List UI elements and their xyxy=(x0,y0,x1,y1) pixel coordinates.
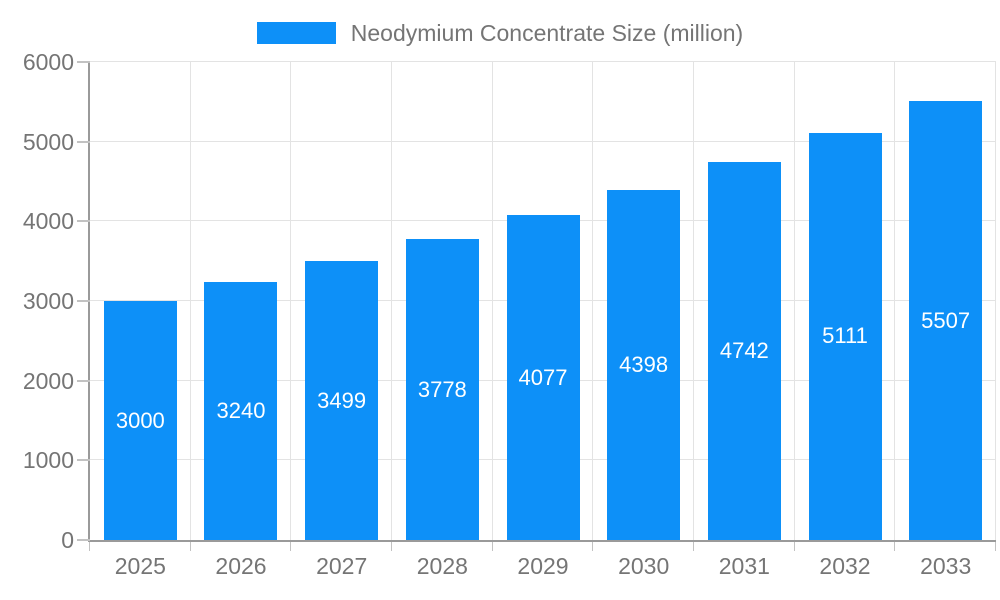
legend-swatch-icon xyxy=(256,22,336,44)
x-axis-tick-label: 2030 xyxy=(618,553,670,579)
x-axis-tick xyxy=(894,542,896,551)
bar-value-label: 4742 xyxy=(719,338,769,364)
bar-value-label: 3000 xyxy=(115,407,165,433)
x-axis-tick-label: 2032 xyxy=(819,553,871,579)
y-axis-tick-label: 2000 xyxy=(22,367,74,394)
y-axis-tick-label: 6000 xyxy=(22,49,74,75)
x-axis-tick-label: 2026 xyxy=(215,553,267,579)
bar[interactable]: 5507 xyxy=(909,101,983,540)
gridline-vertical xyxy=(390,62,392,540)
x-axis-tick-label: 2031 xyxy=(718,553,770,579)
bar-value-label: 3240 xyxy=(216,397,266,423)
x-axis-tick xyxy=(592,542,594,551)
y-axis-tick xyxy=(77,379,90,382)
bar-value-label: 5507 xyxy=(921,307,971,333)
legend[interactable]: Neodymium Concentrate Size (million) xyxy=(0,19,1000,47)
bar-value-label: 3778 xyxy=(417,376,467,402)
gridline-vertical xyxy=(491,62,493,540)
gridline-vertical xyxy=(793,62,795,540)
y-axis-tick xyxy=(77,61,90,63)
y-axis-tick-label: 1000 xyxy=(22,447,74,474)
bar-value-label: 5111 xyxy=(822,323,868,349)
x-axis-tick-label: 2025 xyxy=(114,553,166,579)
legend-label: Neodymium Concentrate Size (million) xyxy=(350,19,744,46)
y-axis-tick-label: 4000 xyxy=(22,208,74,235)
y-axis-tick-label: 0 xyxy=(61,527,74,553)
x-axis-tick xyxy=(995,542,996,551)
x-axis-tick xyxy=(290,542,292,551)
y-axis-tick xyxy=(77,539,90,541)
y-axis-tick-label: 3000 xyxy=(22,288,74,314)
x-axis-tick xyxy=(89,542,90,551)
gridline-vertical xyxy=(894,62,896,540)
bar[interactable]: 3000 xyxy=(103,301,177,540)
bar[interactable]: 3778 xyxy=(405,239,479,540)
bar-value-label: 4077 xyxy=(518,364,568,390)
x-axis-tick xyxy=(692,542,694,551)
x-axis-tick xyxy=(189,542,191,551)
gridline-vertical xyxy=(995,62,996,540)
y-axis-tick xyxy=(77,220,90,223)
bar[interactable]: 5111 xyxy=(808,132,882,540)
bar[interactable]: 4742 xyxy=(707,162,781,540)
x-axis-tick-label: 2029 xyxy=(517,553,569,579)
x-axis-tick-label: 2027 xyxy=(316,553,368,579)
gridline-vertical xyxy=(290,62,292,540)
x-axis-tick-label: 2033 xyxy=(920,553,972,579)
gridline-horizontal xyxy=(90,61,996,62)
y-axis-tick xyxy=(77,300,90,302)
bar[interactable]: 4398 xyxy=(607,189,681,540)
y-axis-tick-label: 5000 xyxy=(22,128,74,155)
y-axis-tick xyxy=(77,140,90,143)
bar[interactable]: 4077 xyxy=(506,215,580,540)
gridline-vertical xyxy=(189,62,191,540)
x-axis-tick xyxy=(390,542,392,551)
gridline-vertical xyxy=(692,62,694,540)
x-axis-tick xyxy=(491,542,493,551)
bar-value-label: 3499 xyxy=(317,387,367,413)
x-axis-tick xyxy=(793,542,795,551)
x-axis-tick-label: 2028 xyxy=(416,553,468,579)
bar[interactable]: 3240 xyxy=(204,281,278,540)
y-axis-tick xyxy=(77,459,90,462)
bar-value-label: 4398 xyxy=(619,351,669,377)
bar[interactable]: 3499 xyxy=(305,261,379,540)
plot-area: 3000 3240 3499 3778 4077 4398 4742 5111 5507 0 10… xyxy=(23,50,996,579)
gridline-vertical xyxy=(592,62,594,540)
gridline-horizontal xyxy=(90,140,996,142)
